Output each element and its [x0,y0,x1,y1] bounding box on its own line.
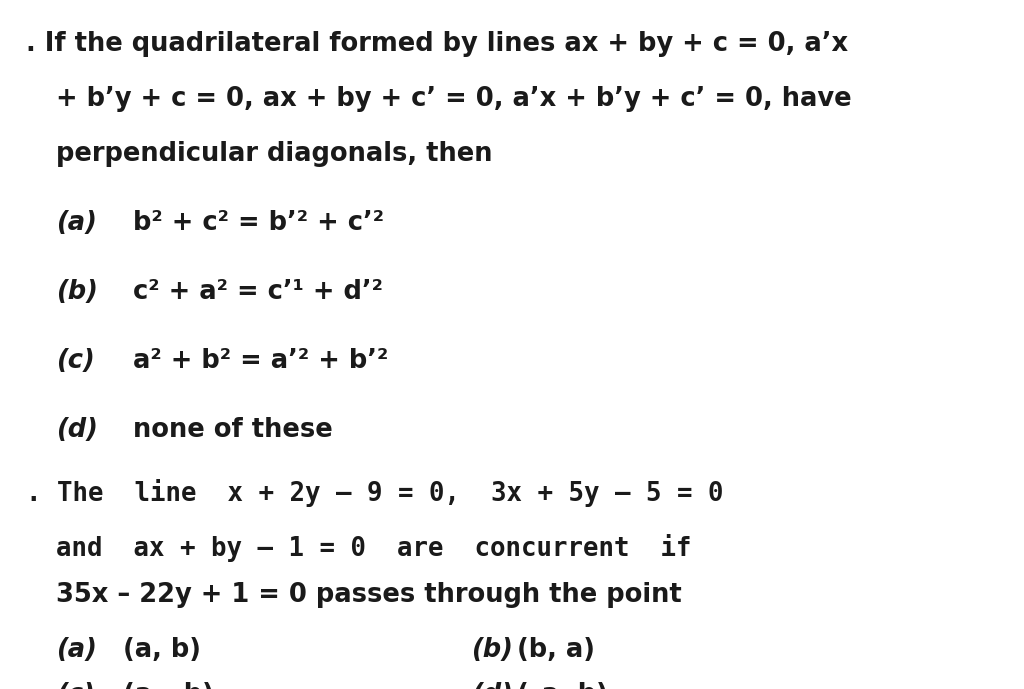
Text: (a, b): (a, b) [123,637,201,664]
Text: (d): (d) [471,682,513,689]
Text: (a): (a) [56,637,97,664]
Text: (–a, b): (–a, b) [517,682,608,689]
Text: none of these: none of these [133,417,333,443]
Text: . If the quadrilateral formed by lines ax + by + c = 0, a’x: . If the quadrilateral formed by lines a… [26,31,848,57]
Text: c² + a² = c’¹ + d’²: c² + a² = c’¹ + d’² [133,279,383,305]
Text: . The  line  x + 2y – 9 = 0,  3x + 5y – 5 = 0: . The line x + 2y – 9 = 0, 3x + 5y – 5 =… [26,479,723,507]
Text: + b’y + c = 0, ax + by + c’ = 0, a’x + b’y + c’ = 0, have: + b’y + c = 0, ax + by + c’ = 0, a’x + b… [56,86,852,112]
Text: (b): (b) [471,637,513,664]
Text: and  ax + by – 1 = 0  are  concurrent  if: and ax + by – 1 = 0 are concurrent if [56,534,692,562]
Text: 35x – 22y + 1 = 0 passes through the point: 35x – 22y + 1 = 0 passes through the poi… [56,582,682,608]
Text: a² + b² = a’² + b’²: a² + b² = a’² + b’² [133,348,388,374]
Text: (c): (c) [56,682,95,689]
Text: (a): (a) [56,210,97,236]
Text: b² + c² = b’² + c’²: b² + c² = b’² + c’² [133,210,384,236]
Text: (b): (b) [56,279,98,305]
Text: (b, a): (b, a) [517,637,595,664]
Text: (d): (d) [56,417,98,443]
Text: perpendicular diagonals, then: perpendicular diagonals, then [56,141,493,167]
Text: (a, –b): (a, –b) [123,682,214,689]
Text: (c): (c) [56,348,95,374]
